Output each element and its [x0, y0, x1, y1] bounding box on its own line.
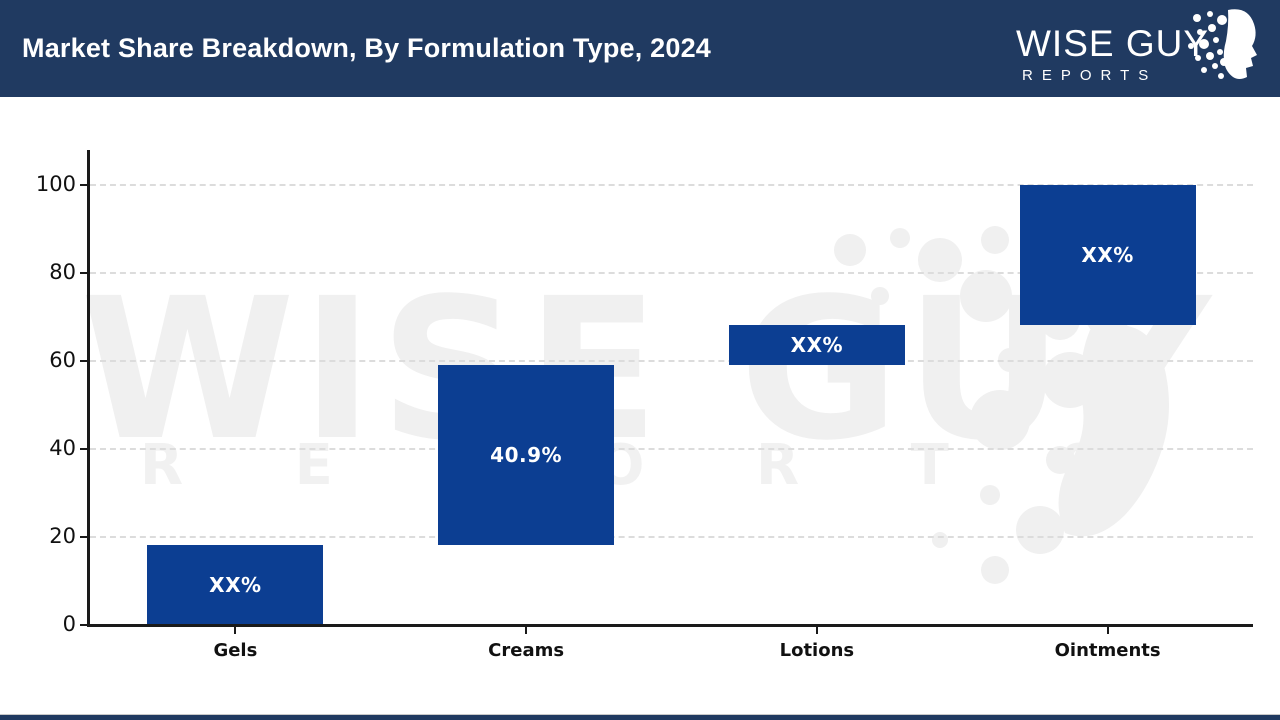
bar-ointments: XX% — [1019, 185, 1196, 325]
y-tick-mark-80 — [80, 272, 88, 274]
header-bar: Market Share Breakdown, By Formulation T… — [0, 0, 1280, 97]
gridline-60 — [90, 360, 1253, 362]
page-title: Market Share Breakdown, By Formulation T… — [22, 33, 712, 63]
x-axis-spine — [87, 624, 1253, 627]
y-tick-mark-60 — [80, 360, 88, 362]
logo-wordmark: WISE GUY — [1016, 23, 1209, 64]
gridline-80 — [90, 272, 1253, 274]
watermark-face-dots — [834, 226, 1169, 584]
x-axis-label-ointments: Ointments — [1054, 640, 1161, 661]
bar-value-label: XX% — [209, 572, 262, 597]
logo-face-icon — [1188, 8, 1257, 79]
y-axis-tick-label: 60 — [49, 348, 76, 372]
y-axis-tick-label: 0 — [62, 612, 76, 636]
y-axis-spine — [87, 150, 90, 627]
x-axis-label-creams: Creams — [488, 640, 565, 661]
y-axis-tick-label: 40 — [49, 436, 76, 460]
bar-value-label: XX% — [790, 332, 844, 357]
logo-subtext: REPORTS — [1022, 67, 1157, 84]
bar-value-label: 40.9% — [490, 442, 563, 467]
x-tick-mark-creams — [525, 627, 528, 634]
bar-value-label: XX% — [1081, 242, 1134, 267]
y-axis-tick-label: 80 — [49, 260, 76, 284]
x-tick-mark-gels — [234, 627, 237, 634]
bar-gels: XX% — [147, 544, 324, 625]
footer-bar — [0, 714, 1280, 720]
x-axis-label-lotions: Lotions — [779, 640, 855, 661]
wiseguy-logo: WISE GUY REPORTS — [1016, 8, 1257, 84]
gridline-40 — [90, 448, 1253, 450]
x-tick-mark-lotions — [815, 627, 818, 634]
y-tick-mark-40 — [80, 448, 88, 450]
plot-area: 0 20 40 60 80 100 Gels XX% Creams 40.9% Lotions XX%… — [0, 97, 1280, 715]
y-axis-tick-label: 20 — [49, 524, 76, 548]
y-axis-tick-label: 100 — [35, 172, 76, 196]
gridline-20 — [90, 536, 1253, 538]
bar-creams: 40.9% — [438, 364, 615, 545]
y-tick-mark-100 — [80, 184, 88, 186]
x-tick-mark-ointments — [1106, 627, 1109, 634]
bar-lotions: XX% — [728, 324, 905, 365]
y-tick-mark-20 — [80, 536, 88, 538]
x-axis-label-gels: Gels — [213, 640, 258, 661]
gridline-100 — [90, 184, 1253, 186]
y-tick-mark-0 — [80, 624, 88, 626]
